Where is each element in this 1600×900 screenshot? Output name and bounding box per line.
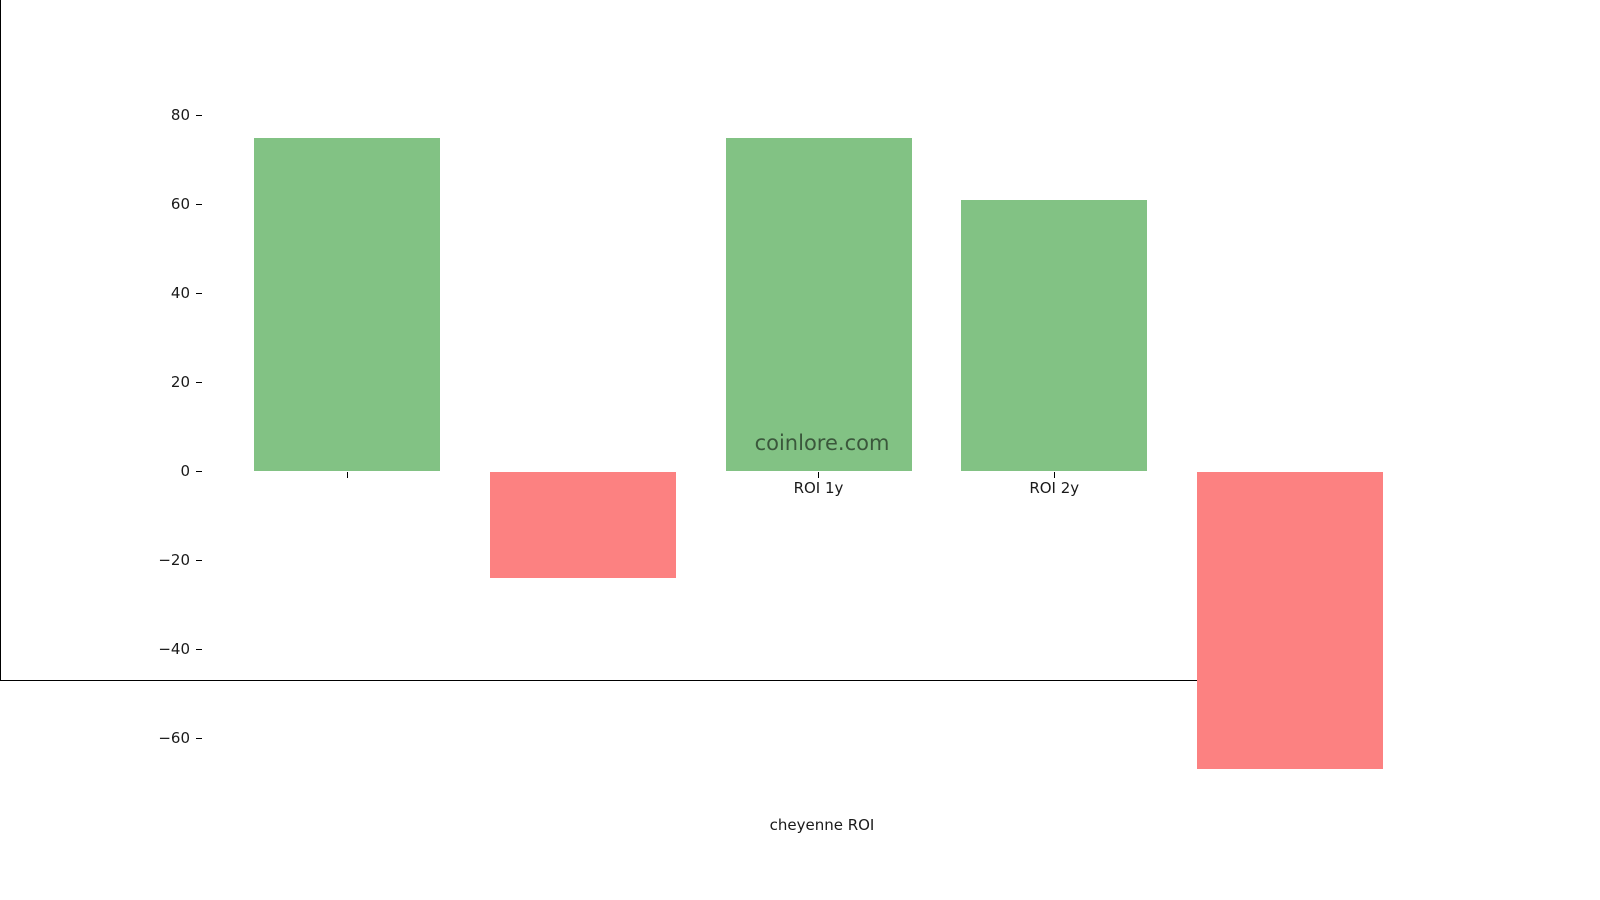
y-tick-label: 60	[170, 195, 190, 214]
y-tick	[196, 115, 202, 117]
y-tick-label: 40	[170, 284, 190, 303]
x-axis-title: cheyenne ROI	[769, 816, 875, 834]
bar-5	[1197, 471, 1383, 770]
x-tick-label: ROI 1y	[793, 478, 844, 497]
x-tick	[1053, 471, 1055, 478]
y-tick-label: −60	[158, 728, 190, 747]
y-tick	[196, 293, 202, 295]
y-tick	[196, 204, 202, 206]
y-tick	[196, 559, 202, 561]
y-tick-label: −40	[158, 639, 190, 658]
x-tick-label: ROI 2y	[1029, 478, 1080, 497]
x-tick	[818, 471, 819, 478]
y-tick-label: 80	[170, 106, 190, 125]
y-tick-label: 0	[180, 462, 190, 480]
y-tick	[196, 382, 202, 384]
y-axis-spine	[0, 0, 1, 680]
x-tick	[346, 471, 348, 478]
bar-1	[254, 138, 440, 472]
bar-4	[961, 200, 1148, 472]
x-axis-line	[0, 680, 1241, 681]
watermark: coinlore.com	[754, 431, 890, 455]
y-tick	[196, 737, 202, 739]
y-tick-label: −20	[158, 550, 190, 569]
bar-2	[489, 471, 676, 579]
y-tick	[196, 471, 202, 472]
bar-3	[725, 138, 912, 472]
y-tick	[196, 648, 202, 650]
y-tick-label: 20	[170, 373, 190, 392]
